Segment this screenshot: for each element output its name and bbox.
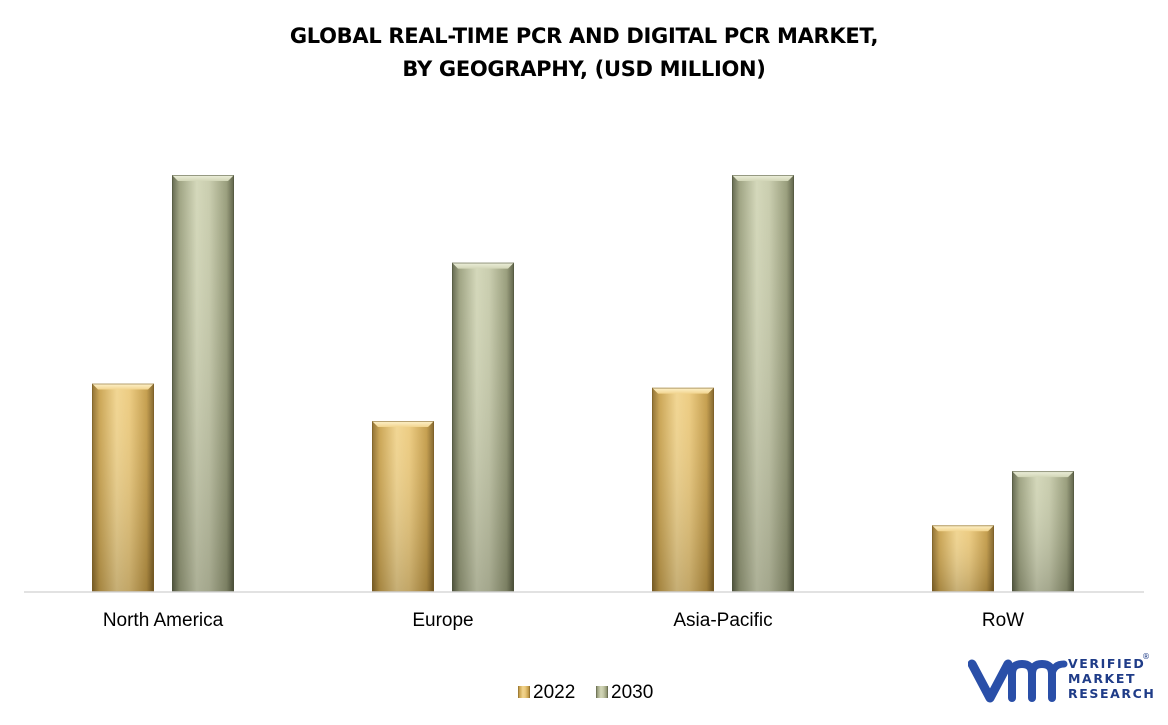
bar-shade [92,383,154,592]
legend-label-2030: 2030 [611,682,653,703]
bar-asia-pacific-2030 [732,175,794,592]
bar-row-2022 [932,525,994,593]
bar-top-bevel [92,383,154,390]
bar-shade [452,262,514,592]
chart-title-line-2: BY GEOGRAPHY, (USD MILLION) [402,57,766,81]
bar-asia-pacific-2022 [652,387,714,593]
x-tick-label-asia-pacific: Asia-Pacific [673,610,772,631]
bar-north-america-2022 [92,383,154,592]
bar-top-bevel [372,421,434,428]
verified-market-research-logo [967,652,1158,710]
bar-top-bevel [1012,471,1074,478]
x-tick-label-europe: Europe [412,610,473,631]
brand-line-verified: VERIFIED [1068,656,1146,671]
brand-line-market: MARKET [1068,671,1137,686]
registered-mark: ® [1142,652,1150,661]
bar-top-bevel [732,175,794,181]
chart-title-line-1: GLOBAL REAL-TIME PCR AND DIGITAL PCR MAR… [289,24,879,48]
legend: 2022 2030 [518,682,653,703]
legend-item-2030: 2030 [596,682,653,703]
x-tick-label-row: RoW [982,610,1024,631]
legend-item-2022: 2022 [518,682,575,703]
bar-top-bevel [452,262,514,269]
x-tick-label-north-america: North America [103,610,224,631]
bar-shade [732,175,794,592]
bar-top-bevel [172,175,234,181]
legend-label-2022: 2022 [533,682,575,703]
bars-layer [92,175,1074,593]
chart-title: GLOBAL REAL-TIME PCR AND DIGITAL PCR MAR… [0,20,1168,86]
legend-swatch-2022 [518,686,530,698]
brand-line-research: RESEARCH [1068,686,1156,701]
bar-europe-2030 [452,262,514,592]
bar-shade [932,525,994,592]
bar-shade [372,421,434,592]
bar-shade [1012,471,1074,592]
bar-row-2030 [1012,471,1074,593]
legend-swatch-2030 [596,686,608,698]
vmr-logo-mark-icon [967,659,1068,703]
bar-europe-2022 [372,421,434,592]
bar-shade [172,175,234,592]
bar-shade [652,387,714,592]
bar-north-america-2030 [172,175,234,592]
bar-top-bevel [932,525,994,532]
x-axis-labels: North America Europe Asia-Pacific RoW [103,610,1024,631]
bar-top-bevel [652,387,714,394]
